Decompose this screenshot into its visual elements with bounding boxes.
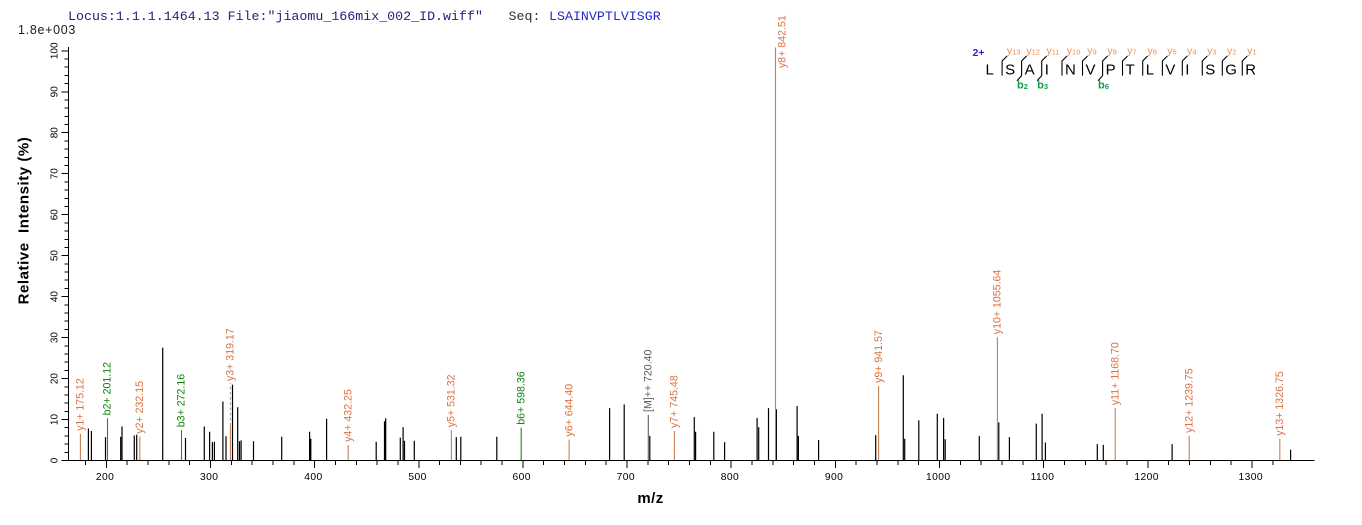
svg-text:y6+ 644.40: y6+ 644.40 [563,384,575,437]
svg-text:y5+ 531.32: y5+ 531.32 [446,374,458,427]
svg-text:y8: y8 [1107,45,1116,57]
svg-text:b3+ 272.16: b3+ 272.16 [176,374,188,427]
svg-text:y1: y1 [1247,45,1256,57]
svg-text:I: I [1045,62,1049,79]
svg-text:800: 800 [721,472,739,483]
svg-text:600: 600 [513,472,531,483]
svg-text:y7+ 745.48: y7+ 745.48 [669,375,681,428]
svg-text:100: 100 [50,42,61,59]
svg-text:300: 300 [200,472,218,483]
svg-text:y4: y4 [1187,45,1196,57]
svg-text:Seq:: Seq: [509,9,541,24]
svg-text:700: 700 [617,472,635,483]
svg-text:y12: y12 [1026,45,1040,57]
svg-text:2+: 2+ [973,47,985,59]
svg-text:1200: 1200 [1134,472,1159,483]
svg-text:y10: y10 [1067,45,1081,57]
svg-text:y9+ 941.57: y9+ 941.57 [873,330,885,383]
svg-text:1000: 1000 [926,472,951,483]
svg-text:S: S [1205,62,1215,79]
svg-text:y1+ 175.12: y1+ 175.12 [75,378,87,431]
svg-text:80: 80 [50,127,61,139]
svg-text:Relative Intensity (%): Relative Intensity (%) [16,137,33,305]
svg-text:y5: y5 [1167,45,1176,57]
svg-text:b6+ 598.36: b6+ 598.36 [515,371,527,424]
svg-text:y2: y2 [1227,45,1236,57]
svg-text:y3+ 319.17: y3+ 319.17 [225,328,237,381]
svg-text:[M]++ 720.40: [M]++ 720.40 [643,349,655,412]
svg-text:y9: y9 [1087,45,1096,57]
svg-text:b3: b3 [1037,80,1048,92]
svg-text:T: T [1126,62,1135,79]
svg-text:200: 200 [96,472,114,483]
svg-text:10: 10 [50,414,61,426]
svg-text:R: R [1245,62,1256,79]
svg-text:50: 50 [50,250,61,262]
svg-text:0: 0 [50,457,61,463]
svg-text:60: 60 [50,209,61,221]
svg-text:b6: b6 [1098,80,1109,92]
svg-text:1100: 1100 [1031,472,1055,483]
svg-text:y13+ 1326.75: y13+ 1326.75 [1274,371,1286,436]
svg-text:P: P [1106,62,1116,79]
svg-text:y4+ 432.25: y4+ 432.25 [342,389,354,442]
svg-text:y12+ 1239.75: y12+ 1239.75 [1183,368,1195,433]
svg-text:y2+ 232.15: y2+ 232.15 [134,381,146,434]
svg-text:A: A [1025,62,1035,79]
svg-text:b2+ 201.12: b2+ 201.12 [102,362,114,415]
svg-text:y11: y11 [1047,45,1060,57]
svg-text:30: 30 [50,332,61,344]
svg-text:V: V [1086,62,1096,79]
svg-text:40: 40 [50,291,61,303]
svg-text:y3: y3 [1207,45,1216,57]
svg-text:Locus:1.1.1.1464.13 File:"jiao: Locus:1.1.1.1464.13 File:"jiaomu_166mix_… [68,9,483,24]
svg-text:y7: y7 [1127,45,1136,57]
svg-text:L: L [1146,62,1154,79]
svg-text:70: 70 [50,168,61,180]
svg-text:500: 500 [408,472,426,483]
svg-text:y10+ 1055.64: y10+ 1055.64 [992,270,1004,335]
svg-text:20: 20 [50,373,61,385]
svg-text:90: 90 [50,86,61,98]
svg-text:N: N [1065,62,1076,79]
svg-text:1.8e+003: 1.8e+003 [18,23,76,37]
svg-text:1300: 1300 [1239,472,1264,483]
svg-text:b2: b2 [1017,80,1028,92]
svg-text:I: I [1185,62,1189,79]
svg-text:G: G [1225,62,1237,79]
svg-text:LSAINVPTLVISGR: LSAINVPTLVISGR [549,9,661,24]
svg-text:y8+ 842.51: y8+ 842.51 [777,15,789,68]
svg-text:L: L [986,62,994,79]
svg-text:m/z: m/z [637,490,663,507]
svg-text:y11+ 1168.70: y11+ 1168.70 [1109,342,1121,405]
svg-text:900: 900 [825,472,843,483]
svg-text:400: 400 [304,472,322,483]
svg-text:y6: y6 [1148,45,1157,57]
svg-text:V: V [1165,62,1175,79]
svg-text:y13: y13 [1007,45,1021,57]
svg-text:S: S [1005,62,1015,79]
